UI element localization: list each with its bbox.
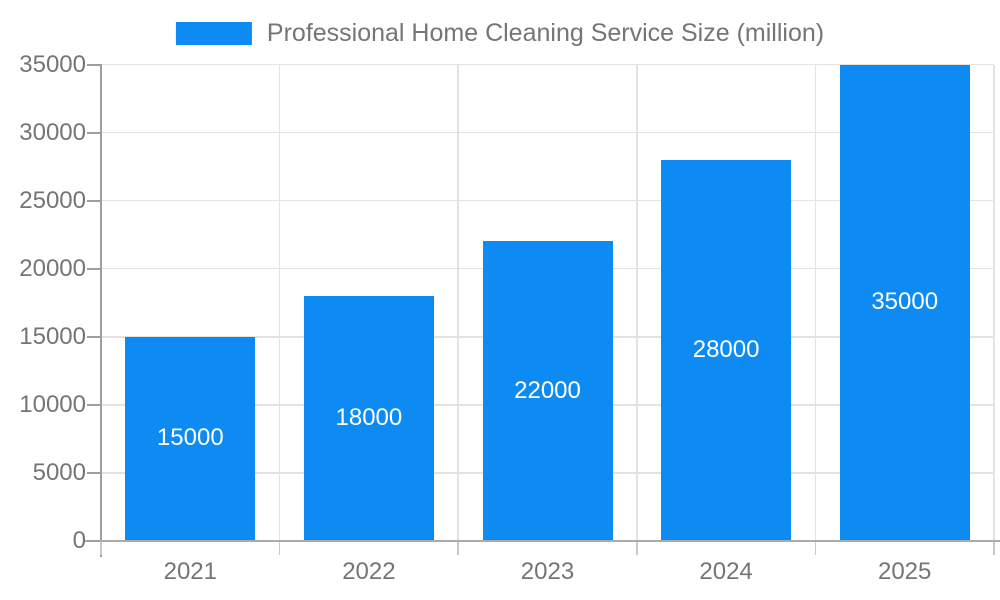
y-tick-label: 15000 xyxy=(19,322,86,350)
bar-2024[interactable] xyxy=(661,159,792,540)
bar-2023[interactable] xyxy=(482,241,613,540)
y-axis-tick xyxy=(86,199,100,202)
x-axis-tick xyxy=(278,542,281,555)
x-axis-tick xyxy=(100,542,102,555)
y-tick-label: 30000 xyxy=(19,118,86,146)
bar-value-label: 22000 xyxy=(514,376,581,404)
y-axis-tick xyxy=(86,540,100,542)
legend-swatch xyxy=(175,22,252,45)
y-tick-label: 0 xyxy=(72,527,86,554)
horizontal-gridline xyxy=(101,131,994,134)
y-axis-tick xyxy=(86,335,100,338)
legend-label: Professional Home Cleaning Service Size … xyxy=(266,19,825,47)
x-axis-tick xyxy=(457,542,459,555)
x-tick-label: 2023 xyxy=(520,558,575,585)
x-axis-tick xyxy=(993,542,995,555)
vertical-gridline xyxy=(814,64,817,541)
x-axis-line xyxy=(85,540,1000,542)
legend[interactable]: Professional Home Cleaning Service Size … xyxy=(175,19,825,48)
bar-2021[interactable] xyxy=(125,336,256,540)
y-axis-tick xyxy=(86,267,100,270)
y-axis-tick xyxy=(86,63,100,66)
vertical-gridline xyxy=(278,64,281,541)
bar-value-label: 35000 xyxy=(871,288,939,316)
y-tick-label: 5000 xyxy=(32,458,86,486)
horizontal-gridline xyxy=(101,199,994,202)
bar-value-label: 28000 xyxy=(692,335,760,363)
y-tick-label: 35000 xyxy=(19,50,86,78)
x-axis-tick xyxy=(814,542,817,555)
x-tick-label: 2025 xyxy=(877,558,932,585)
bar-value-label: 15000 xyxy=(156,424,224,452)
y-axis-tick xyxy=(86,131,100,134)
bar-value-label: 18000 xyxy=(335,403,403,431)
bar-2022[interactable] xyxy=(303,295,434,540)
x-tick-label: 2024 xyxy=(699,558,753,585)
x-tick-label: 2022 xyxy=(342,558,396,585)
horizontal-gridline xyxy=(101,63,994,66)
y-tick-label: 20000 xyxy=(19,254,86,282)
vertical-gridline xyxy=(993,64,995,541)
bar-2025[interactable] xyxy=(839,64,970,540)
y-axis-tick xyxy=(86,471,100,474)
vertical-gridline xyxy=(457,64,459,541)
x-tick-label: 2021 xyxy=(163,558,217,585)
y-tick-label: 25000 xyxy=(19,186,86,214)
x-axis-tick xyxy=(636,542,638,555)
y-axis-line xyxy=(99,64,102,557)
y-tick-label: 10000 xyxy=(19,390,86,418)
y-axis-tick xyxy=(86,403,100,406)
vertical-gridline xyxy=(636,64,638,541)
